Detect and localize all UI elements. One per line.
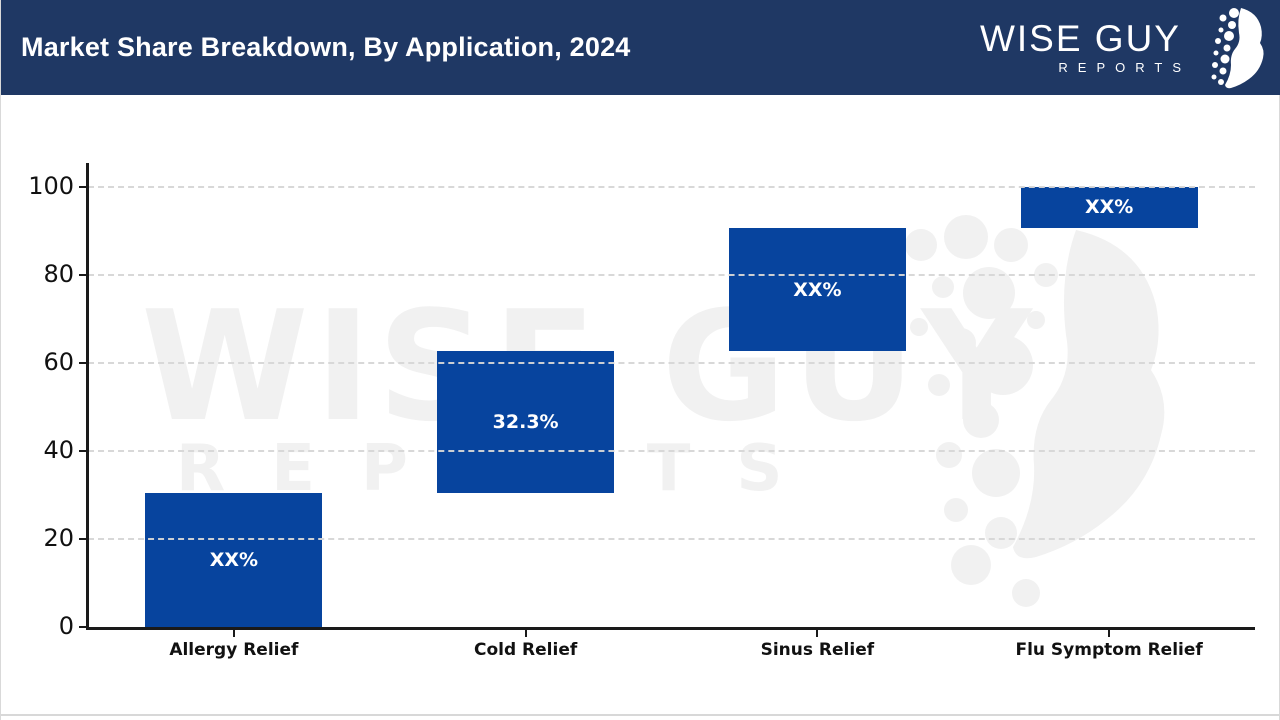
logo-head-icon <box>1211 7 1264 88</box>
logo-subtitle: REPORTS <box>1058 60 1191 75</box>
y-axis-tick-mark <box>79 274 88 276</box>
x-axis-category-label: Sinus Relief <box>760 640 875 660</box>
gridline-40 <box>88 450 1255 452</box>
logo-text: WISE GUY REPORTS <box>979 18 1181 76</box>
y-axis-line <box>86 163 89 629</box>
gridline-80 <box>88 274 1255 276</box>
bar-value-label: XX% <box>209 549 259 572</box>
watermark-head-icon <box>905 215 1165 607</box>
logo-wordmark: WISE GUY <box>979 18 1181 59</box>
bar-value-label: 32.3% <box>492 411 559 434</box>
y-axis-tick-label: 40 <box>43 436 74 464</box>
x-axis-line <box>86 627 1255 630</box>
x-axis-tick-mark <box>232 629 235 637</box>
y-axis-tick-mark <box>79 450 88 452</box>
page-title: Market Share Breakdown, By Application, … <box>21 32 631 62</box>
x-axis-tick-mark <box>1108 629 1111 637</box>
waterfall-bar-1: XX% <box>145 493 323 627</box>
y-axis-tick-mark <box>79 362 88 364</box>
y-axis-tick-label: 60 <box>43 348 74 376</box>
x-axis-category-label: Cold Relief <box>473 640 578 660</box>
waterfall-bar-2: 32.3% <box>437 351 615 494</box>
y-axis-tick-label: 20 <box>43 524 74 552</box>
x-axis-tick-mark <box>524 629 527 637</box>
y-axis-tick-mark <box>79 626 88 628</box>
x-axis-category-label: Allergy Relief <box>169 640 299 660</box>
x-axis-category-label: Flu Symptom Relief <box>1015 640 1203 660</box>
y-axis-tick-label: 100 <box>28 172 74 200</box>
gridline-100 <box>88 186 1255 188</box>
wise-guy-logo: WISE GUY REPORTS <box>980 5 1280 91</box>
waterfall-bar-3: XX% <box>728 227 906 352</box>
gridline-60 <box>88 362 1255 364</box>
bottom-divider <box>1 714 1280 716</box>
waterfall-bar-4: XX% <box>1020 187 1198 228</box>
y-axis-tick-mark <box>79 186 88 188</box>
y-axis-tick-label: 0 <box>58 612 74 640</box>
gridline-20 <box>88 538 1255 540</box>
y-axis-tick-mark <box>79 538 88 540</box>
bar-value-label: XX% <box>1084 196 1134 219</box>
x-axis-tick-mark <box>816 629 819 637</box>
bar-value-label: XX% <box>793 278 842 301</box>
header-bar: Market Share Breakdown, By Application, … <box>1 0 1280 95</box>
y-axis-tick-label: 80 <box>43 260 74 288</box>
